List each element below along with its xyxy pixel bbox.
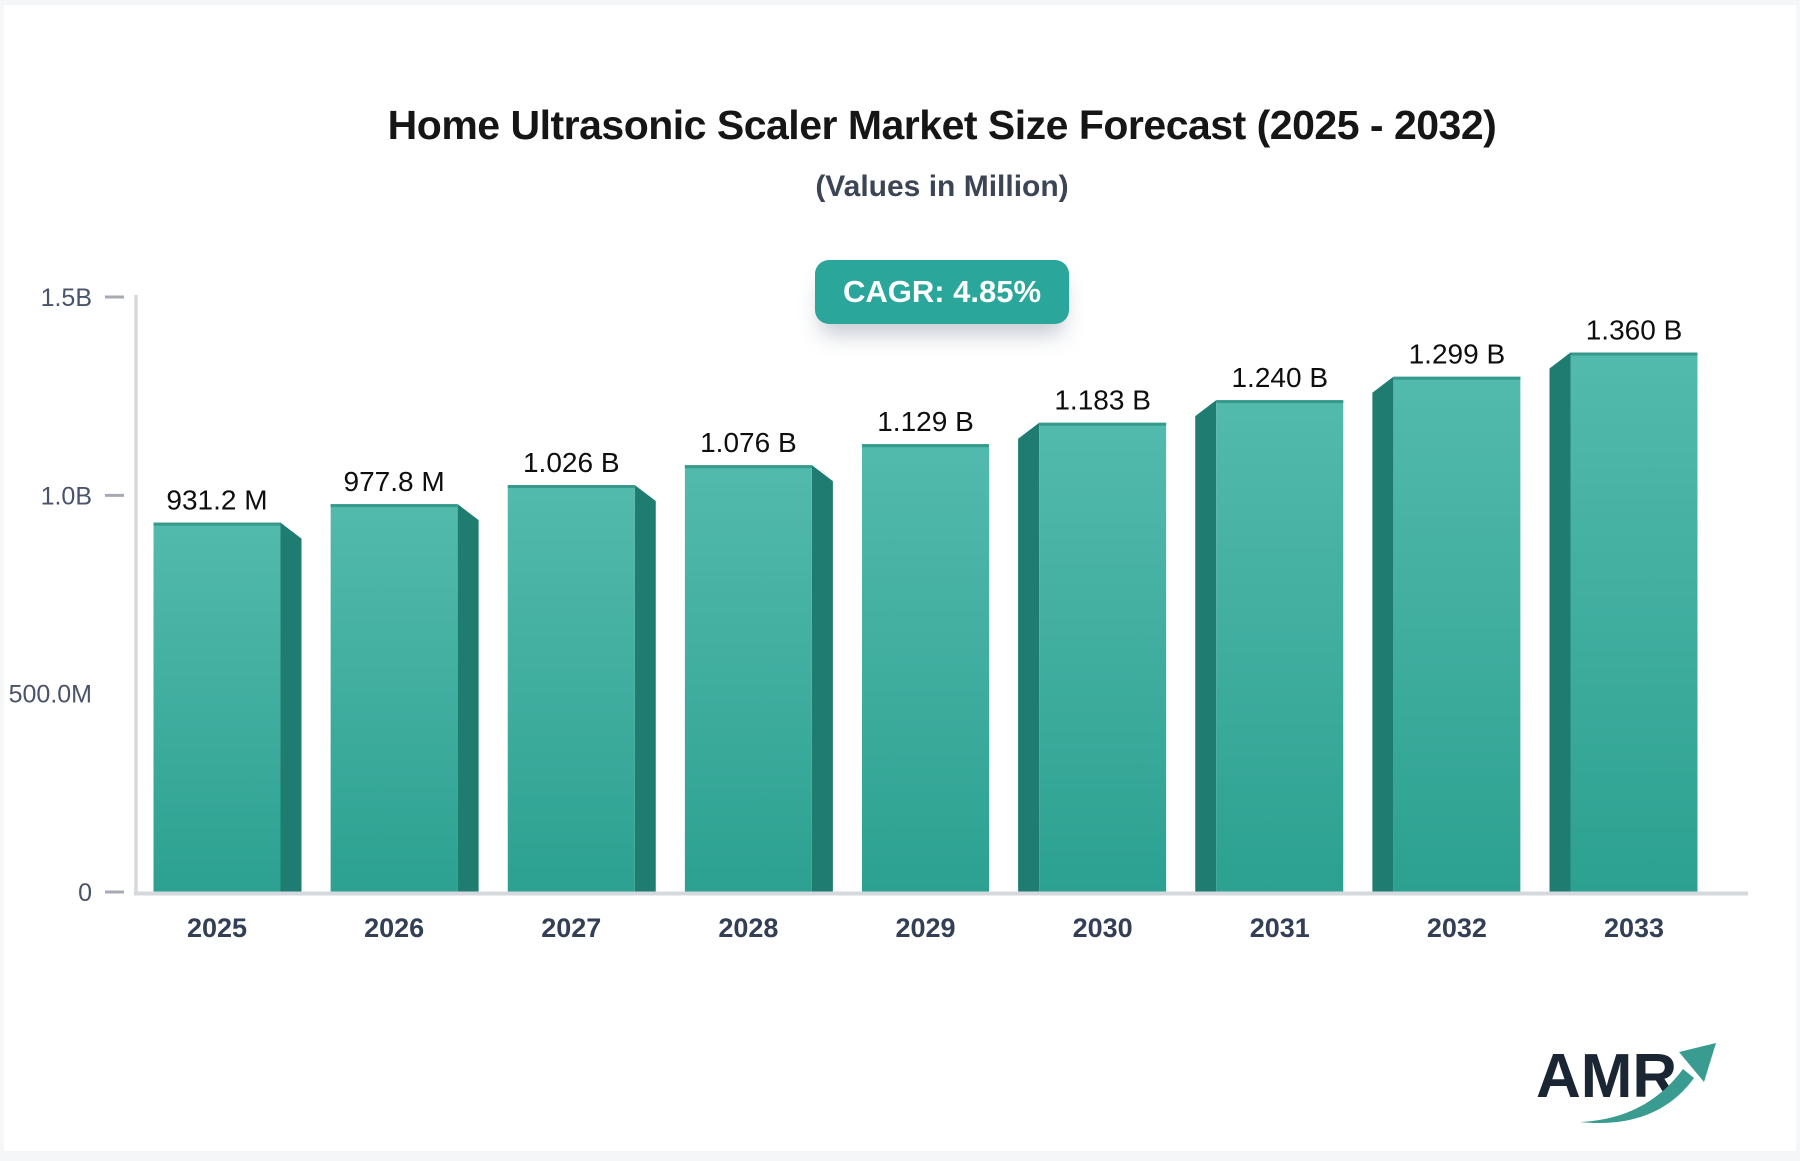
bar-top-edge [507,485,635,489]
bar-top-edge [153,522,281,526]
bar [507,485,635,892]
bar [330,504,458,892]
bar-side [457,504,479,892]
x-tick-label: 2027 [541,913,601,943]
x-tick-label: 2032 [1427,913,1487,943]
bar [1570,352,1698,892]
bar-value-label: 1.076 B [700,427,797,458]
bar-side [1195,400,1217,892]
cagr-badge-wrap: CAGR: 4.85% [136,260,1748,324]
bar [1393,376,1521,893]
bar [1216,400,1344,892]
bar-value-label: 1.026 B [523,447,620,478]
x-tick-label: 2029 [895,913,955,943]
bar-value-label: 1.183 B [1054,385,1151,416]
y-tick-label: 500.0M [9,681,92,709]
x-tick-label: 2033 [1604,913,1664,943]
y-tick-label: 1.0B [41,482,92,510]
bar-top-edge [1039,422,1167,426]
growth-arrow-icon [1580,1043,1716,1124]
chart-header: Home Ultrasonic Scaler Market Size Forec… [136,5,1748,345]
page-title: Home Ultrasonic Scaler Market Size Forec… [387,102,1497,148]
bar-top-edge [1393,376,1521,380]
amr-logo-graphic: AMR [1536,1042,1716,1124]
y-tick-label: 1.5B [41,284,92,312]
bar [862,444,989,892]
bar-chart: 1.5B 1.0B 500.0M 0 931.2 M 2025 977.8 M 2026 1.0… [9,284,1748,943]
bar-value-label: 1.129 B [877,406,974,437]
chart-subtitle: (Values in Million) [815,170,1069,203]
bar-value-label: 1.240 B [1231,362,1328,393]
bar-value-label: 931.2 M [166,485,267,516]
cagr-badge: CAGR: 4.85% [814,260,1070,324]
bar-top-edge [684,465,812,469]
bar-value-label: 1.360 B [1586,315,1683,346]
bar-value-label: 1.299 B [1409,339,1506,370]
bar-side [1549,352,1571,892]
amr-logo: AMR [1528,1021,1758,1141]
bar [684,465,812,892]
bar [1039,422,1167,892]
bar-side [1018,422,1040,892]
x-tick-label: 2026 [364,913,424,943]
y-tick-label: 0 [78,879,92,907]
x-tick-label: 2028 [718,913,778,943]
chart-card: Home Ultrasonic Scaler Market Size Forec… [4,5,1796,1151]
bar-top-edge [1216,400,1344,404]
x-tick-label: 2030 [1073,913,1133,943]
bar-side [811,465,833,892]
x-tick-label: 2031 [1250,913,1310,943]
bar-top-edge [330,504,458,508]
bar-top-edge [1570,352,1698,356]
bar-top-edge [862,444,989,448]
bar-value-label: 977.8 M [344,466,445,497]
x-tick-label: 2025 [187,913,247,943]
bar-side [634,485,656,892]
bar-side [280,522,302,892]
bar [153,522,281,892]
bar-side [1372,376,1394,893]
